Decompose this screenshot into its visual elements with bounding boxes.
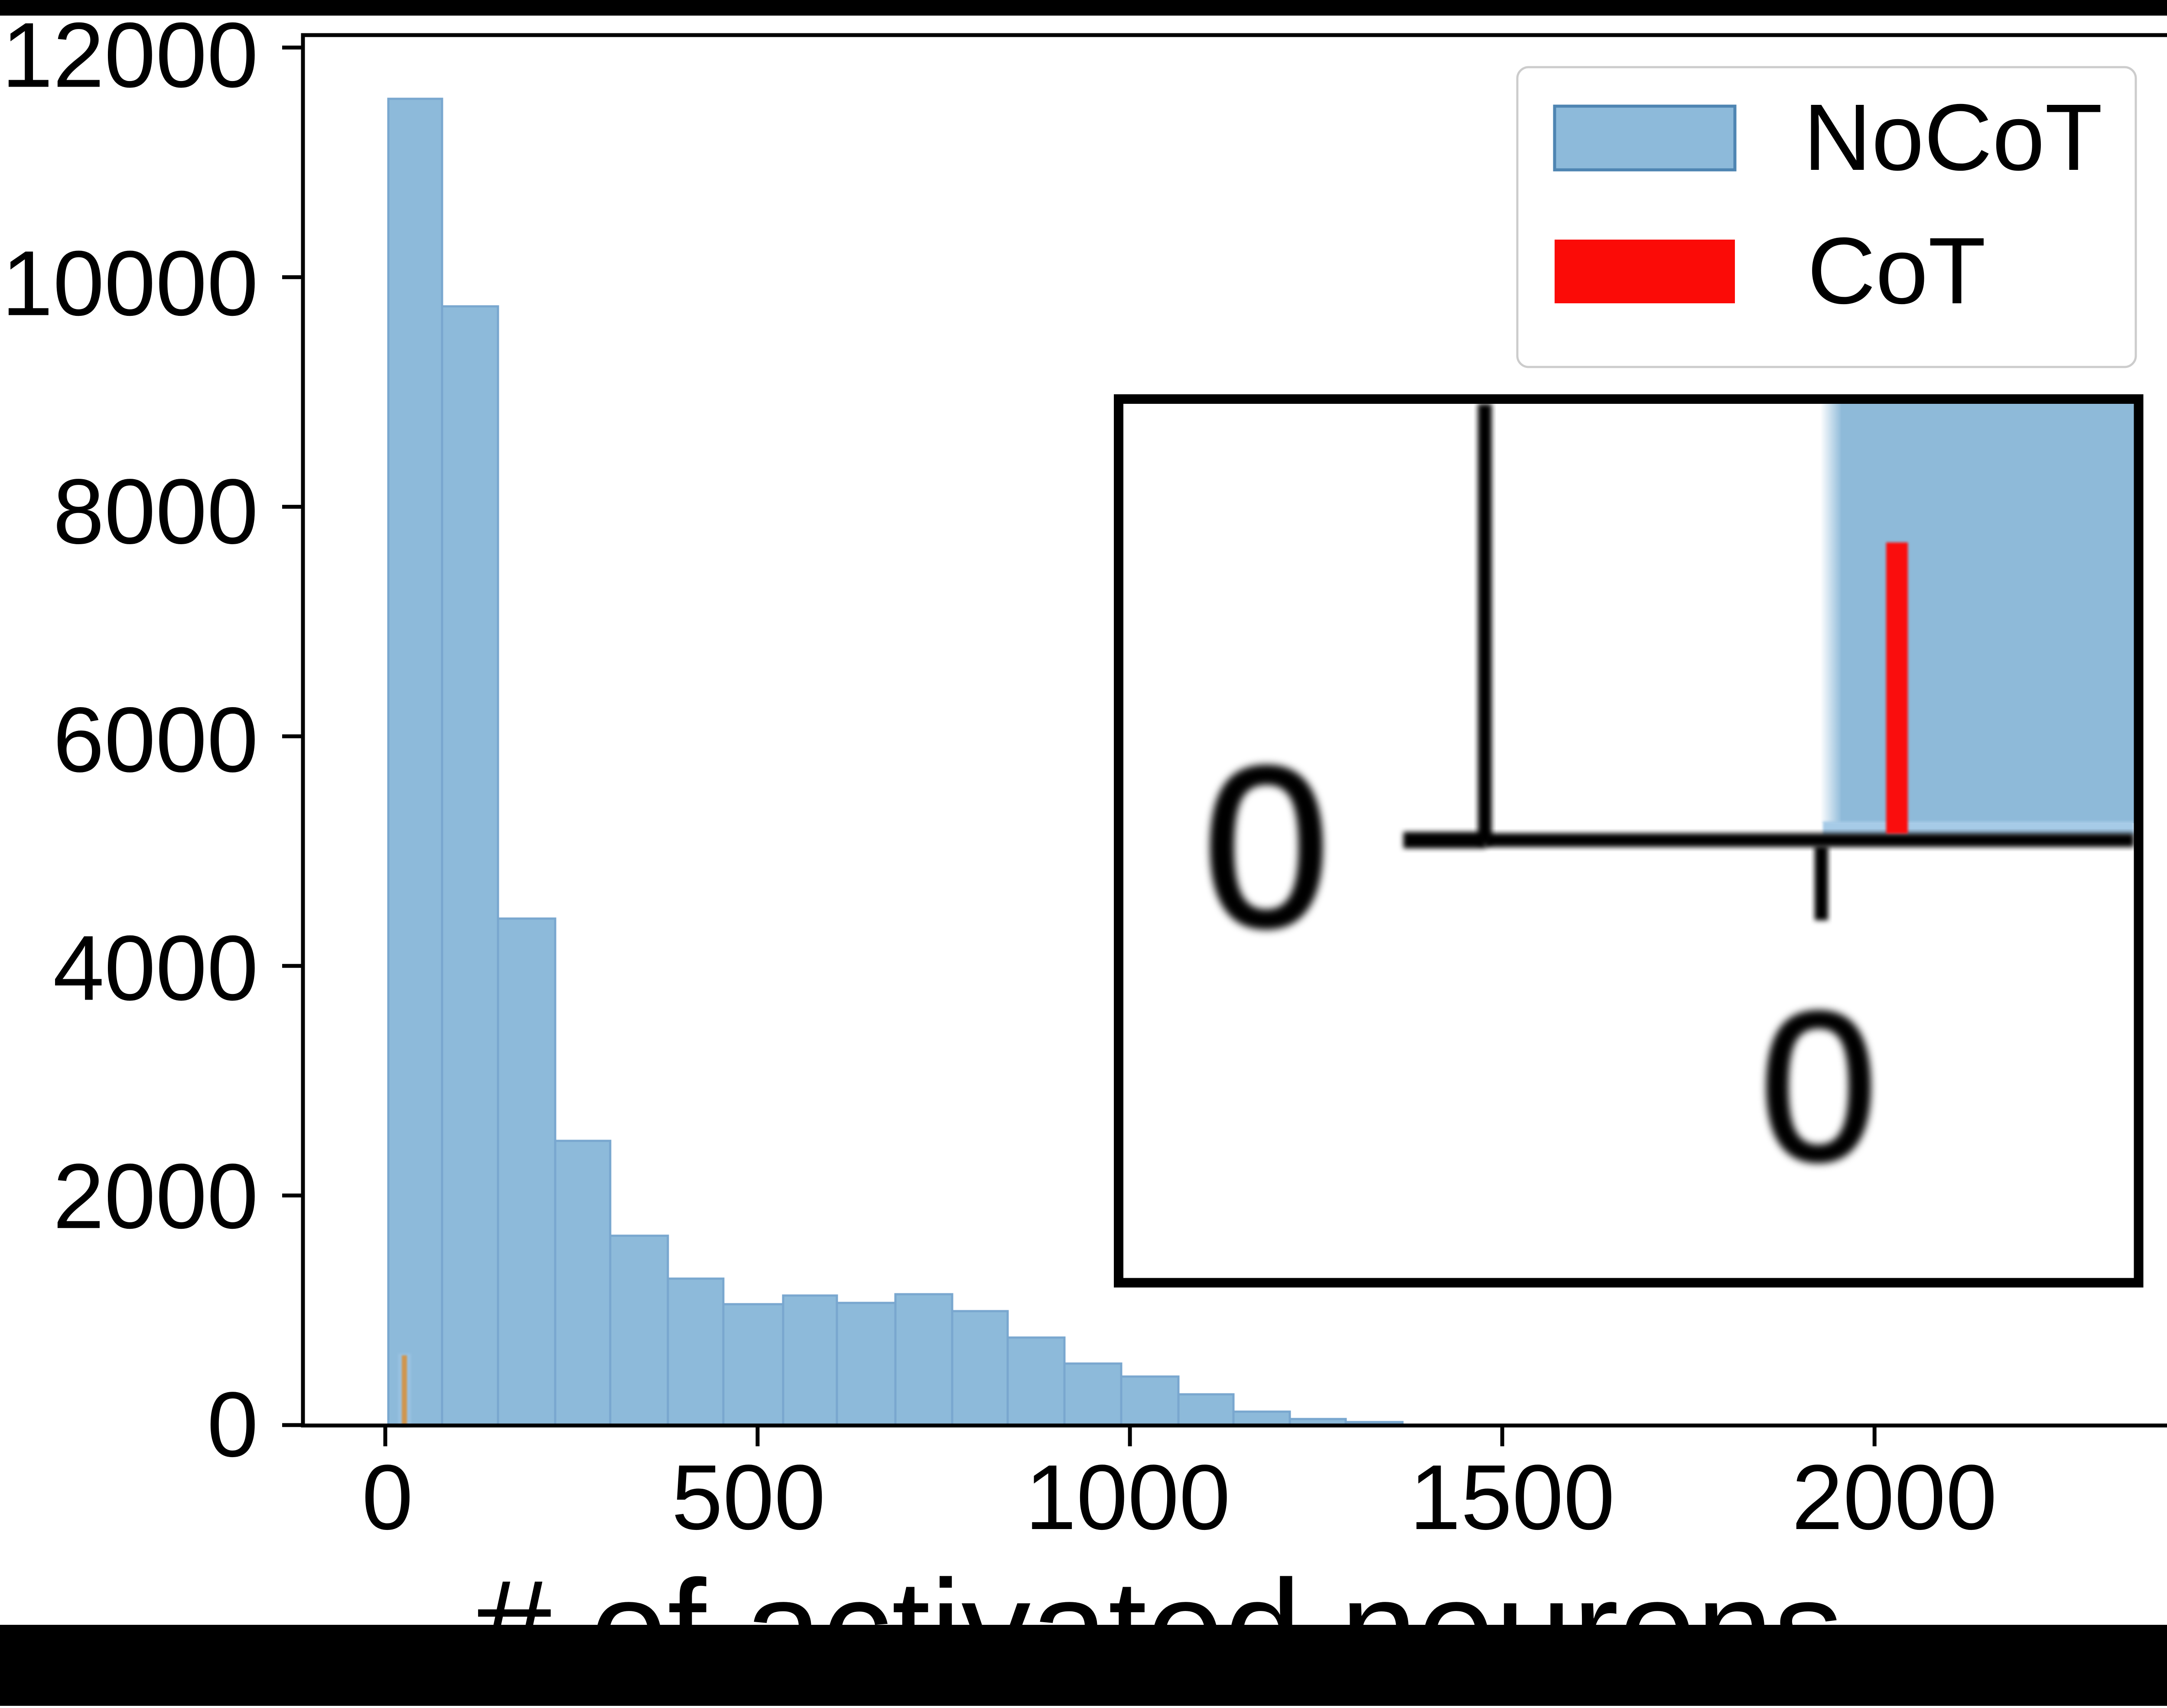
- svg-text:0: 0: [362, 1446, 413, 1549]
- svg-text:500: 500: [671, 1446, 825, 1549]
- svg-text:6000: 6000: [53, 688, 258, 792]
- svg-text:0: 0: [1203, 720, 1330, 974]
- svg-text:NoCoT: NoCoT: [1803, 85, 2103, 190]
- svg-text:2000: 2000: [53, 1145, 258, 1248]
- svg-text:CoT: CoT: [1807, 218, 1986, 324]
- svg-text:1000: 1000: [1025, 1446, 1230, 1549]
- svg-text:0: 0: [1760, 968, 1877, 1205]
- svg-text:4000: 4000: [53, 917, 258, 1020]
- svg-text:12000: 12000: [2, 3, 258, 107]
- svg-text:10000: 10000: [2, 232, 258, 335]
- svg-text:2000: 2000: [1792, 1446, 1997, 1549]
- svg-text:1500: 1500: [1409, 1446, 1615, 1549]
- svg-text:8000: 8000: [53, 460, 258, 563]
- svg-text:0: 0: [207, 1373, 258, 1476]
